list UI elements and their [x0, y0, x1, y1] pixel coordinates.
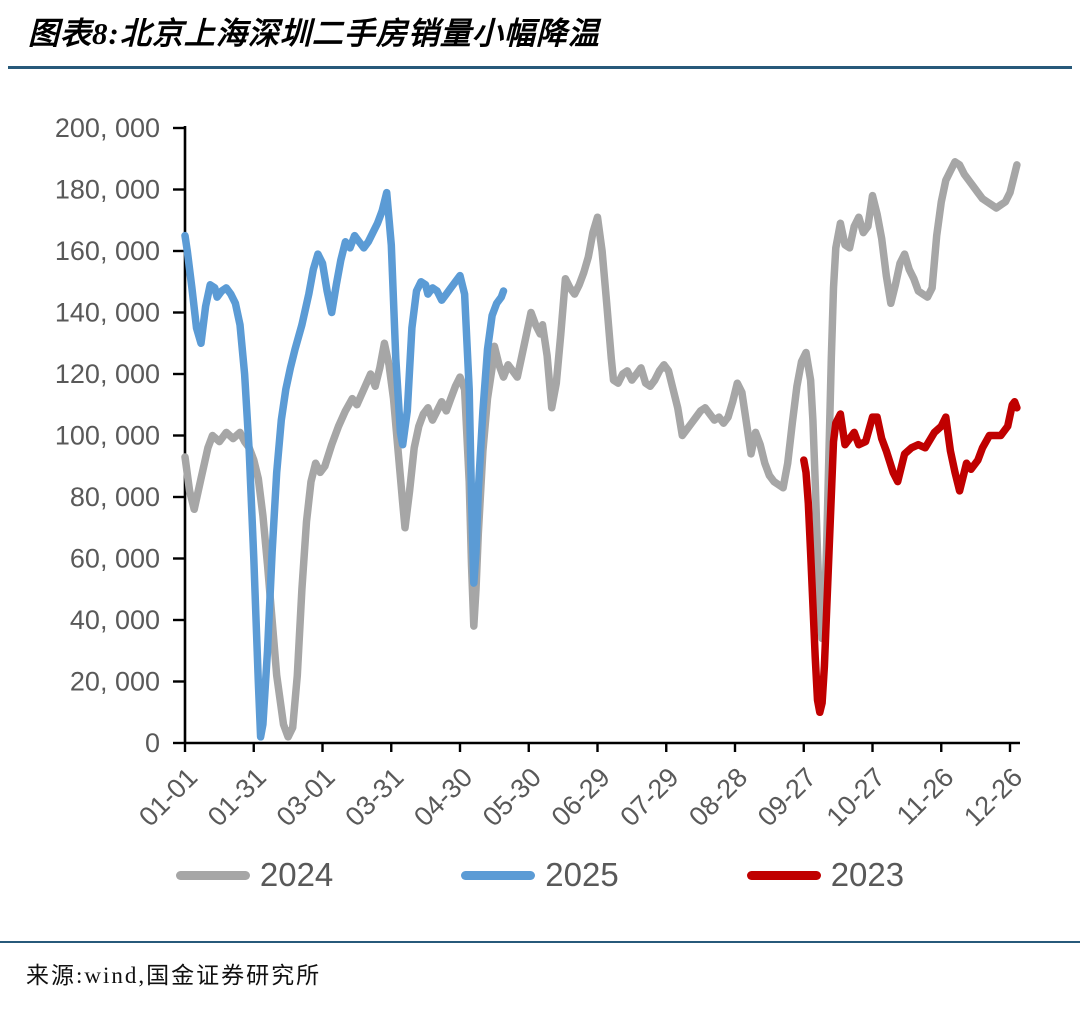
y-tick-label: 160, 000 [55, 236, 160, 266]
x-tick-label: 07-29 [614, 762, 684, 832]
x-tick-label: 03-01 [271, 762, 341, 832]
x-tick-label: 05-30 [477, 762, 547, 832]
y-tick-label: 0 [145, 728, 160, 758]
legend-label-2025: 2025 [545, 856, 619, 893]
legend-swatch-2024 [175, 870, 250, 880]
y-tick-label: 60, 000 [70, 544, 160, 574]
y-tick-label: 40, 000 [70, 605, 160, 635]
x-tick-label: 10-27 [821, 762, 891, 832]
legend-swatch-2023 [746, 870, 821, 880]
x-tick-label: 03-31 [339, 762, 409, 832]
x-tick-label: 06-29 [546, 762, 616, 832]
y-tick-label: 100, 000 [55, 421, 160, 451]
y-tick-label: 140, 000 [55, 298, 160, 328]
y-tick-label: 180, 000 [55, 175, 160, 205]
series-line-2024 [181, 158, 1021, 741]
source-note: 来源:wind,国金证券研究所 [26, 963, 322, 988]
legend-item-2024: 2024 [175, 856, 334, 894]
title-divider [8, 66, 1072, 69]
y-tick-label: 120, 000 [55, 359, 160, 389]
x-tick-label: 01-01 [133, 762, 203, 832]
x-tick-label: 09-27 [752, 762, 822, 832]
y-tick-label: 200, 000 [55, 113, 160, 143]
legend-label-2024: 2024 [259, 856, 334, 893]
legend-swatch-2025 [461, 870, 536, 880]
series-line-2023 [800, 397, 1021, 717]
legend-item-2025: 2025 [461, 856, 619, 894]
y-tick-label: 20, 000 [70, 667, 160, 697]
x-tick-label: 11-26 [891, 762, 960, 831]
x-tick-label: 01-31 [202, 762, 272, 832]
page-title: 图表8:北京上海深圳二手房销量小幅降温 [28, 16, 600, 51]
footer-divider [0, 941, 1080, 943]
x-tick-label: 12-26 [958, 762, 1028, 832]
y-tick-label: 80, 000 [70, 482, 160, 512]
chart-legend: 2024 2025 2023 [0, 856, 1080, 894]
x-tick-label: 08-28 [683, 762, 753, 832]
legend-label-2023: 2023 [830, 856, 905, 893]
legend-item-2023: 2023 [746, 856, 905, 894]
x-tick-label: 04-30 [408, 762, 478, 832]
series-line-2025 [181, 188, 508, 741]
